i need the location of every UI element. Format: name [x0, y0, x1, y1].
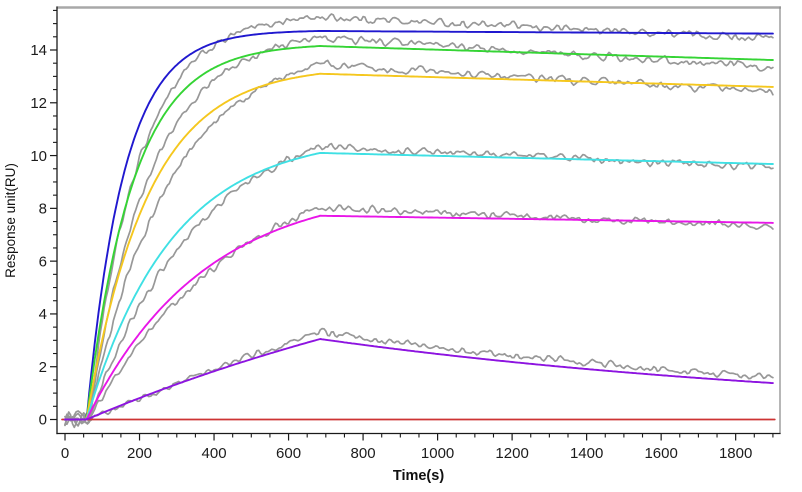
data-trace-3 — [64, 59, 774, 422]
x-tick-label: 1600 — [644, 445, 677, 462]
data-trace-2 — [64, 35, 774, 426]
x-tick-label: 0 — [61, 445, 69, 462]
x-tick-label: 1200 — [495, 445, 528, 462]
fit-curve-green — [64, 45, 774, 421]
x-tick-label: 1400 — [570, 445, 603, 462]
x-axis-title: Time(s) — [393, 468, 444, 484]
y-tick-label: 2 — [39, 359, 47, 376]
x-tick-label: 1000 — [421, 445, 454, 462]
y-tick-label: 14 — [30, 42, 47, 59]
x-tick-label: 1800 — [719, 445, 752, 462]
data-trace-6 — [64, 327, 774, 427]
y-tick-label: 8 — [39, 201, 47, 218]
x-tick-label: 800 — [351, 445, 376, 462]
x-tick-label: 200 — [127, 445, 152, 462]
x-tick-label: 400 — [202, 445, 227, 462]
y-axis-title: Response unit(RU) — [3, 163, 18, 278]
data-trace-5 — [64, 204, 774, 427]
fit-curve-cyan — [64, 151, 774, 421]
y-tick-label: 12 — [30, 95, 47, 112]
data-trace-1 — [64, 13, 774, 429]
fit-curve-gold — [64, 72, 774, 421]
y-tick-label: 0 — [39, 412, 47, 429]
x-tick-label: 600 — [276, 445, 301, 462]
fit-curve-violet — [64, 338, 774, 421]
fit-curve-blue — [64, 30, 774, 421]
y-tick-label: 10 — [30, 148, 47, 165]
y-tick-label: 6 — [39, 253, 47, 270]
data-trace-4 — [64, 142, 774, 422]
y-tick-label: 4 — [39, 306, 47, 323]
fit-curve-magenta — [64, 214, 774, 421]
